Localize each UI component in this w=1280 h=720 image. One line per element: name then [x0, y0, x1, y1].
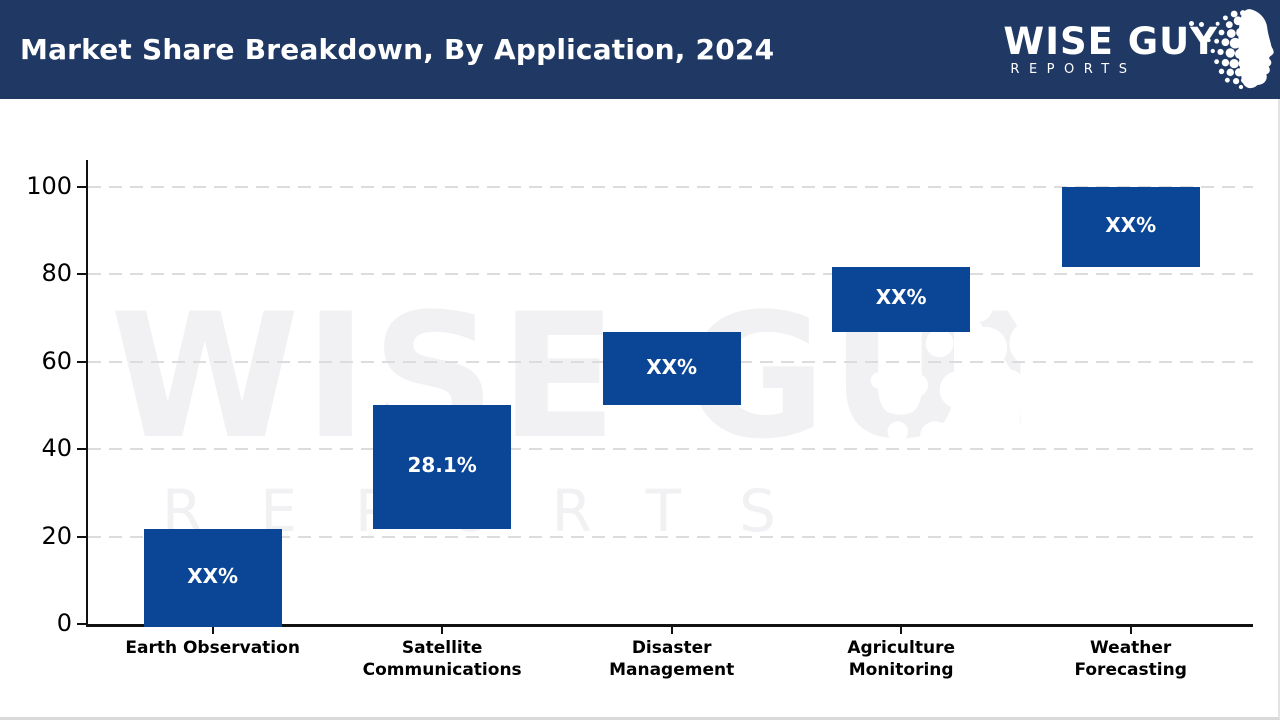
- page-title: Market Share Breakdown, By Application, …: [20, 33, 775, 66]
- x-tick: [670, 627, 673, 634]
- bar-segment: [373, 405, 512, 529]
- x-tick: [211, 627, 214, 634]
- head-profile-dots-icon: [1207, 8, 1274, 89]
- bar-segment: [143, 528, 282, 627]
- bar-value-label: XX%: [1105, 212, 1157, 237]
- logo-y-dots-decoration: [1189, 20, 1194, 26]
- bar-segment: [1061, 187, 1200, 267]
- x-tick: [900, 627, 903, 634]
- y-tick-60: [77, 360, 86, 363]
- gridline-y-80: [88, 273, 1253, 276]
- x-axis-category-label: Agriculture Monitoring: [847, 638, 955, 680]
- logo-wordmark-line2: REPORTS: [1010, 61, 1137, 77]
- header-bar: Market Share Breakdown, By Application, …: [0, 0, 1280, 99]
- bar-segment: [602, 331, 741, 406]
- gridline-y-20: [88, 535, 1253, 538]
- y-tick-20: [77, 535, 86, 538]
- x-axis-category-label: Weather Forecasting: [1074, 638, 1187, 680]
- y-axis-label-80: 80: [41, 259, 72, 288]
- y-axis-label-100: 100: [26, 172, 72, 200]
- logo-wordmark-line1: WISE GUY: [1003, 19, 1218, 63]
- bar-value-label: 28.1%: [407, 453, 477, 478]
- bar-segment: [832, 266, 971, 332]
- x-axis-category-label: Satellite Communications: [362, 638, 522, 680]
- y-axis-line: [86, 160, 88, 187]
- bar-value-label: XX%: [187, 563, 239, 588]
- x-axis-category-label: Earth Observation: [125, 638, 300, 658]
- bar-value-label: XX%: [646, 354, 698, 379]
- x-tick: [441, 627, 444, 634]
- gridline-y-100: [88, 186, 1253, 188]
- y-tick-40: [77, 448, 86, 451]
- logo-wordmark: WISE GUY REPORTS: [1003, 19, 1218, 77]
- y-tick-0: [77, 623, 86, 625]
- y-axis-label-20: 20: [41, 521, 72, 550]
- bar-value-label: XX%: [875, 285, 927, 310]
- x-axis-category-label: Disaster Management: [609, 638, 735, 680]
- y-axis-label-0: 0: [56, 609, 72, 637]
- wise-guy-logo: WISE GUY REPORTS: [1003, 8, 1276, 92]
- plot-area: 0 20 40 60 80 100 XX% Earth Observation 28.1% Sat…: [26, 160, 1253, 680]
- x-tick: [1129, 627, 1132, 634]
- y-axis-label-40: 40: [41, 434, 72, 463]
- y-tick-80: [77, 273, 86, 276]
- y-axis-label-60: 60: [41, 346, 72, 375]
- gridline-y-40: [88, 448, 1253, 451]
- y-tick-100: [77, 186, 86, 188]
